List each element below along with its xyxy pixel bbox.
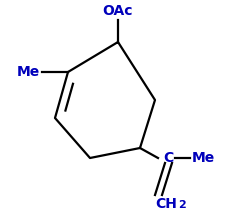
Text: C: C [163, 151, 173, 165]
Text: Me: Me [192, 151, 215, 165]
Text: OAc: OAc [103, 4, 133, 18]
Text: CH: CH [155, 197, 177, 209]
Text: Me: Me [17, 65, 40, 79]
Text: 2: 2 [178, 200, 186, 209]
